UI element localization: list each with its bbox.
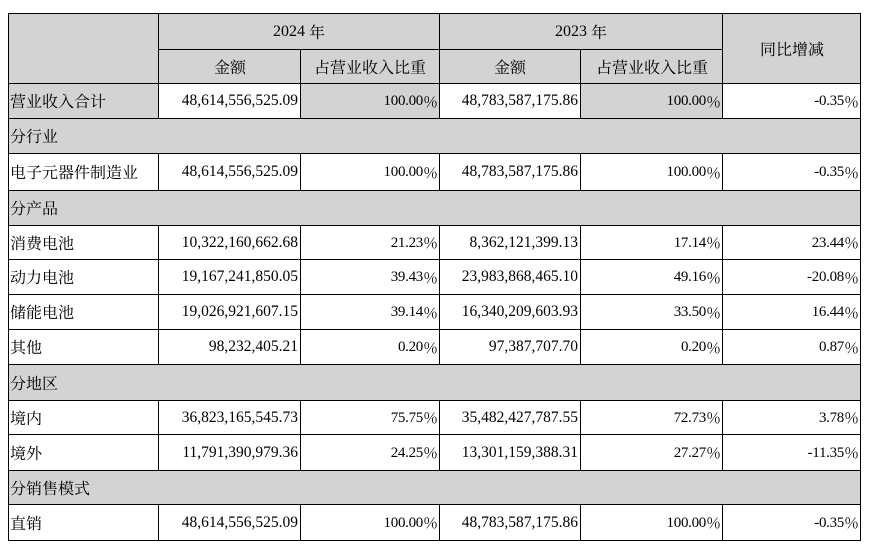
section-row-label <box>9 365 860 401</box>
header-year-2024: 2024 <box>159 14 440 50</box>
amount-2023-cell: 48,783,587,175.86 <box>440 84 581 119</box>
yoy-cell: -0.35 <box>723 154 860 191</box>
pct-2024-cell: 39.43 <box>301 260 440 295</box>
pct-2024-cell: 0.20 <box>301 330 440 365</box>
amount-2023-cell: 16,340,209,603.93 <box>440 295 581 330</box>
row-label-cell <box>9 295 159 330</box>
pct-2024-cell: 75.75 <box>301 401 440 435</box>
header-pct-2024 <box>301 50 440 84</box>
amount-2023-cell: 35,482,427,787.55 <box>440 401 581 435</box>
pct-2024-cell: 24.25 <box>301 435 440 471</box>
header-amount-2023 <box>440 50 581 84</box>
row-label-cell <box>9 330 159 365</box>
amount-2024-cell: 48,614,556,525.09 <box>159 84 301 119</box>
yoy-cell: 0.87 <box>723 330 860 365</box>
yoy-cell: -0.35 <box>723 505 860 540</box>
row-label-cell <box>9 154 159 191</box>
amount-2024-cell: 36,823,165,545.73 <box>159 401 301 435</box>
amount-2024-cell: 98,232,405.21 <box>159 330 301 365</box>
pct-2023-cell: 49.16 <box>581 260 723 295</box>
pct-2023-cell: 17.14 <box>581 226 723 260</box>
pct-2023-cell: 100.00 <box>581 154 723 191</box>
amount-2023-cell: 8,362,121,399.13 <box>440 226 581 260</box>
pct-2023-cell: 0.20 <box>581 330 723 365</box>
amount-2023-cell: 13,301,159,388.31 <box>440 435 581 471</box>
yoy-cell: -20.08 <box>723 260 860 295</box>
pct-2024-cell: 39.14 <box>301 295 440 330</box>
section-row-label <box>9 119 860 154</box>
pct-2024-cell: 21.23 <box>301 226 440 260</box>
yoy-cell: -0.35 <box>723 84 860 119</box>
amount-2024-cell: 19,026,921,607.15 <box>159 295 301 330</box>
row-label-cell <box>9 260 159 295</box>
amount-2023-cell: 48,783,587,175.86 <box>440 154 581 191</box>
amount-2023-cell: 48,783,587,175.86 <box>440 505 581 540</box>
amount-2024-cell: 10,322,160,662.68 <box>159 226 301 260</box>
header-year-2023: 2023 <box>440 14 723 50</box>
amount-2023-cell: 97,387,707.70 <box>440 330 581 365</box>
yoy-cell: -11.35 <box>723 435 860 471</box>
revenue-breakdown-table: 2024 2023 48,614,556,525.09 100.00 48,783,… <box>8 13 861 541</box>
row-label-cell <box>9 84 159 119</box>
pct-2023-cell: 33.50 <box>581 295 723 330</box>
amount-2024-cell: 48,614,556,525.09 <box>159 154 301 191</box>
row-label-cell <box>9 435 159 471</box>
pct-2023-cell: 100.00 <box>581 84 723 119</box>
pct-2023-cell: 100.00 <box>581 505 723 540</box>
header-amount-2024 <box>159 50 301 84</box>
row-label-cell <box>9 401 159 435</box>
pct-2024-cell: 100.00 <box>301 154 440 191</box>
pct-2024-cell: 100.00 <box>301 84 440 119</box>
yoy-cell: 3.78 <box>723 401 860 435</box>
pct-2024-cell: 100.00 <box>301 505 440 540</box>
pct-2023-cell: 27.27 <box>581 435 723 471</box>
pct-2023-cell: 72.73 <box>581 401 723 435</box>
amount-2024-cell: 19,167,241,850.05 <box>159 260 301 295</box>
amount-2023-cell: 23,983,868,465.10 <box>440 260 581 295</box>
amount-2024-cell: 11,791,390,979.36 <box>159 435 301 471</box>
yoy-cell: 16.44 <box>723 295 860 330</box>
yoy-cell: 23.44 <box>723 226 860 260</box>
row-label-cell <box>9 505 159 540</box>
amount-2024-cell: 48,614,556,525.09 <box>159 505 301 540</box>
header-pct-2023 <box>581 50 723 84</box>
section-row-label <box>9 191 860 226</box>
header-yoy-change <box>723 14 860 84</box>
row-label-cell <box>9 226 159 260</box>
section-row-label <box>9 471 860 505</box>
header-corner-cell <box>9 14 159 84</box>
